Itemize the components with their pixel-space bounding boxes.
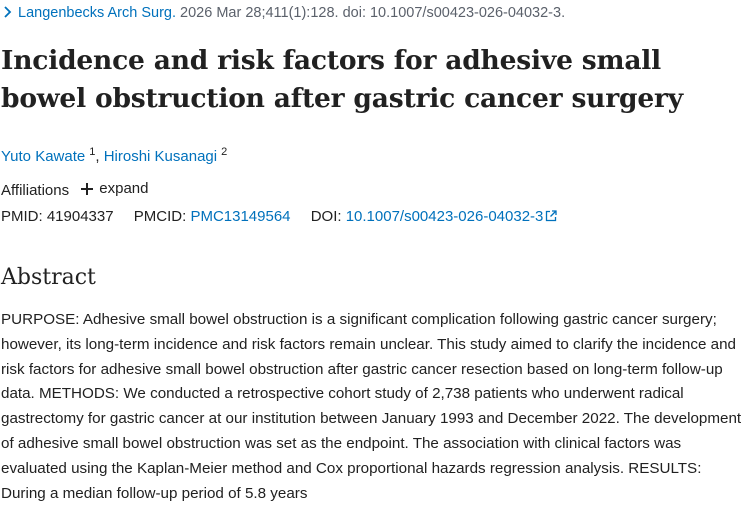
affiliations-label: Affiliations [1,182,70,199]
expand-affiliations-button[interactable]: expand [81,178,148,200]
abstract-text: PURPOSE: Adhesive small bowel obstructio… [1,311,742,502]
pmid-value: 41904337 [46,208,114,225]
abstract-heading: Abstract [1,265,96,290]
pmcid-link[interactable]: PMC13149564 [190,208,291,225]
doi-link[interactable]: 10.1007/s00423-026-04032-3 [346,208,558,225]
pmcid-group: PMCID: PMC13149564 [134,208,295,225]
external-link-icon [546,210,558,222]
affiliations-row: Affiliations expand [1,178,148,202]
affiliation-number[interactable]: 2 [221,146,228,158]
pmid-label: PMID: [1,208,43,225]
doi-group: DOI: 10.1007/s00423-026-04032-3 [311,208,558,225]
author-link[interactable]: Hiroshi Kusanagi [103,148,218,165]
chevron-right-icon [4,6,12,18]
doi-label: DOI: [310,208,342,225]
affiliation-number[interactable]: 1 [89,146,96,158]
article-title: Incidence and risk factors for adhesive … [1,45,683,114]
citation-line: Langenbecks Arch Surg. 2026 Mar 28;411(1… [1,3,565,23]
pmid-group: PMID: 41904337 [1,208,118,225]
identifiers-row: PMID: 41904337 PMCID: PMC13149564 DOI: 1… [1,206,558,228]
pmcid-label: PMCID: [133,208,187,225]
journal-name[interactable]: Langenbecks Arch Surg. [18,5,176,21]
journal-link[interactable]: Langenbecks Arch Surg. [1,5,180,21]
citation-details: 2026 Mar 28;411(1):128. doi: 10.1007/s00… [180,5,566,21]
author-list: Yuto Kawate 1, Hiroshi Kusanagi 2 [1,141,227,168]
author-link[interactable]: Yuto Kawate [1,148,86,165]
expand-label[interactable]: expand [99,180,149,197]
plus-icon [81,183,94,195]
author-separator: , [95,148,100,165]
doi-value[interactable]: 10.1007/s00423-026-04032-3 [345,208,544,225]
